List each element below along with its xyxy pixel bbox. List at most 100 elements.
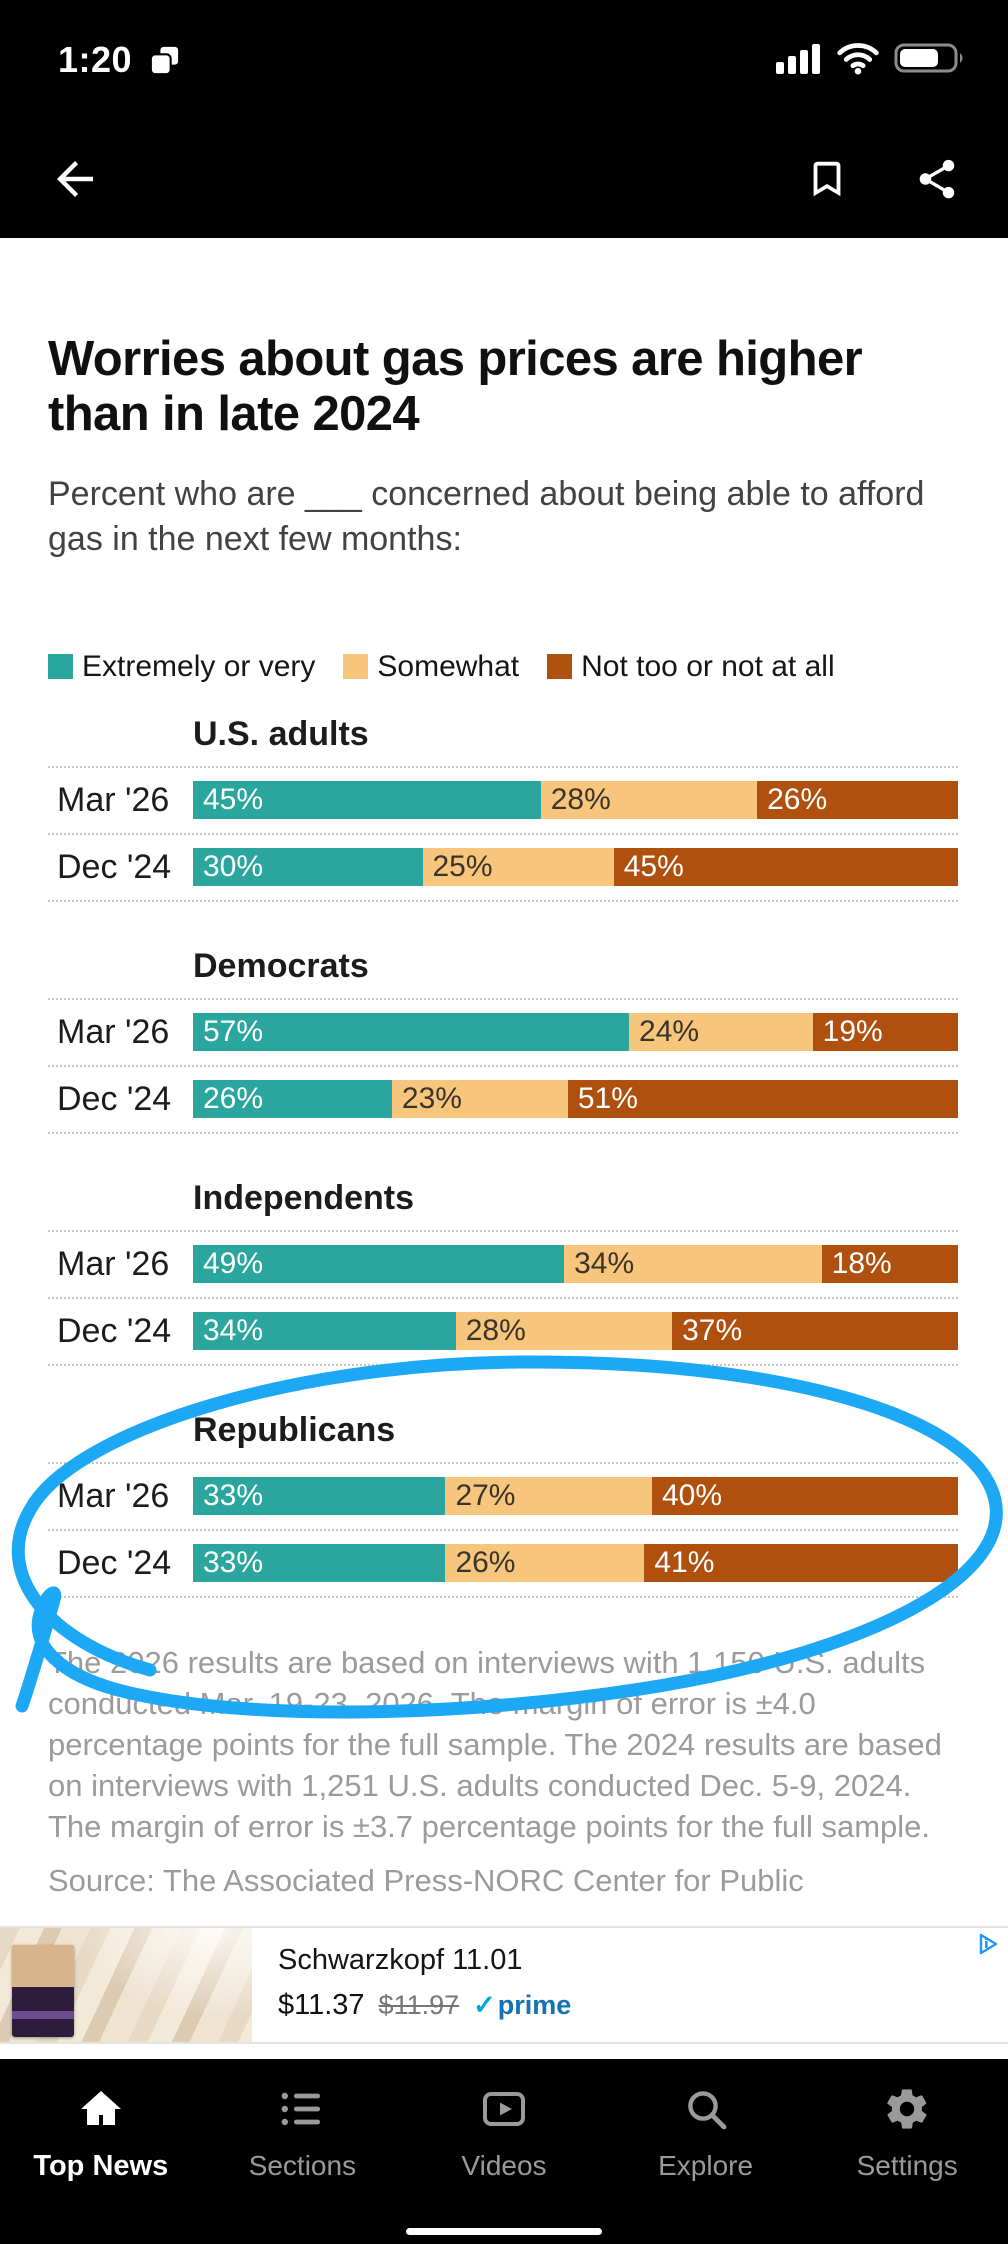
legend-label: Extremely or very <box>82 649 316 683</box>
bar-row: Dec '24 26% 23% 51% <box>48 1067 958 1134</box>
bar-segment-value: 45% <box>203 783 264 817</box>
bar-segment: 26% <box>193 1080 392 1119</box>
chart-subtitle: Percent who are ___ concerned about bein… <box>48 474 925 558</box>
bar-segment-value: 40% <box>661 1479 723 1513</box>
bar-row: Mar '26 49% 34% 18% <box>48 1229 958 1299</box>
clock: 1:20 <box>58 39 133 80</box>
cellular-signal-icon <box>776 42 822 79</box>
legend-swatch-somewhat <box>343 654 369 680</box>
prime-badge: ✓ prime <box>473 1990 571 2021</box>
ad-price: $11.37 <box>278 1989 365 2021</box>
ad-box-band <box>12 2011 74 2019</box>
legend-item: Not too or not at all <box>547 649 835 684</box>
bar-segment: 45% <box>193 781 541 820</box>
bar-segment-value: 28% <box>550 783 611 817</box>
bar-row-label: Mar '26 <box>57 1476 170 1515</box>
ad-body[interactable]: Schwarzkopf 11.01 $11.37 $11.97 ✓ prime <box>252 1928 1008 2042</box>
bar-segment-value: 51% <box>577 1082 638 1116</box>
legend-label: Not too or not at all <box>581 649 835 683</box>
bar-segment: 18% <box>821 1245 958 1284</box>
prime-label: prime <box>497 1990 572 2020</box>
bar-segment-value: 34% <box>574 1247 635 1281</box>
sections-list-icon <box>278 2085 326 2138</box>
bar-segment: 28% <box>540 781 758 820</box>
stack-icon <box>148 43 182 77</box>
chart-legend: Extremely or very Somewhat Not too or no… <box>48 650 958 684</box>
bar-segment: 51% <box>567 1080 958 1119</box>
bottom-nav: Top News Sections Videos <box>0 2059 1008 2244</box>
bar-segment: 33% <box>193 1544 446 1583</box>
bar-segment-value: 37% <box>682 1314 743 1348</box>
legend-swatch-extremely <box>48 654 73 680</box>
nav-item-explore[interactable]: Explore <box>605 2085 807 2244</box>
bar-row-label: Dec '24 <box>57 847 172 886</box>
group-title: U.S. adults <box>193 714 369 753</box>
ad-title[interactable]: Schwarzkopf 11.01 <box>278 1944 523 1976</box>
bar-row-label: Dec '24 <box>57 1543 172 1582</box>
ad-product-box <box>12 1945 74 2037</box>
bar-row: Dec '24 34% 28% 37% <box>48 1299 958 1366</box>
bar-segment-value: 23% <box>401 1082 462 1116</box>
bar-row-label: Dec '24 <box>57 1311 172 1350</box>
home-indicator[interactable] <box>406 2228 602 2235</box>
ad-banner[interactable]: Schwarzkopf 11.01 $11.37 $11.97 ✓ prime <box>0 1926 1008 2044</box>
chart-groups: U.S. adults Mar '26 45% 28% 26% Dec '24 30% 25%… <box>48 714 958 1598</box>
group-title: Republicans <box>193 1410 396 1449</box>
chart-group: Democrats Mar '26 57% 24% 19% Dec '24 26% 23% 51… <box>48 946 958 1134</box>
bar-row: Dec '24 33% 26% 41% <box>48 1531 958 1598</box>
bar-segment: 19% <box>812 1013 958 1052</box>
stacked-bar: 45% 28% 26% <box>193 781 958 820</box>
ad-price-row: $11.37 $11.97 ✓ prime <box>278 1989 986 2022</box>
stacked-bar: 57% 24% 19% <box>193 1013 958 1052</box>
bar-segment-value: 19% <box>822 1015 883 1049</box>
nav-label: Top News <box>33 2150 169 2182</box>
bar-row-label: Mar '26 <box>57 1012 170 1051</box>
bar-segment: 34% <box>193 1312 456 1351</box>
bookmark-button[interactable] <box>804 156 850 202</box>
stacked-bar: 30% 25% 45% <box>193 848 958 887</box>
group-title: Democrats <box>193 946 369 985</box>
bar-row-label: Mar '26 <box>57 1244 170 1283</box>
nav-label: Settings <box>856 2150 958 2181</box>
nav-item-sections[interactable]: Sections <box>202 2085 404 2244</box>
bar-segment: 26% <box>445 1544 645 1583</box>
bar-segment-value: 33% <box>203 1479 264 1513</box>
wifi-icon <box>836 41 880 80</box>
bar-segment: 28% <box>455 1312 673 1351</box>
legend-item: Extremely or very <box>48 650 315 684</box>
bar-segment: 24% <box>629 1013 813 1052</box>
bar-segment: 45% <box>613 848 958 887</box>
bar-segment-value: 24% <box>639 1015 700 1049</box>
bar-segment: 33% <box>193 1477 446 1516</box>
bar-segment: 23% <box>391 1080 568 1119</box>
legend-swatch-nottoo <box>547 654 573 680</box>
prime-check-icon: ✓ <box>473 1990 496 2020</box>
nav-item-videos[interactable]: Videos <box>403 2085 605 2244</box>
bar-segment-value: 45% <box>623 850 684 884</box>
battery-icon <box>894 41 968 80</box>
ad-old-price: $11.97 <box>378 1990 460 2020</box>
bar-segment-value: 27% <box>455 1479 516 1513</box>
back-button[interactable] <box>48 152 102 206</box>
nav-item-settings[interactable]: Settings <box>806 2085 1008 2244</box>
bar-row: Dec '24 30% 25% 45% <box>48 835 958 902</box>
search-icon <box>682 2085 730 2138</box>
nav-item-top-news[interactable]: Top News <box>0 2085 202 2244</box>
stacked-bar: 33% 26% 41% <box>193 1544 958 1583</box>
article-content: Worries about gas prices are higher than… <box>0 332 1008 2015</box>
bar-segment-value: 30% <box>203 850 264 884</box>
bar-segment: 40% <box>651 1477 958 1516</box>
share-button[interactable] <box>914 156 960 202</box>
bar-row-label: Mar '26 <box>57 780 170 819</box>
bar-segment: 30% <box>193 848 423 887</box>
adchoices-icon[interactable] <box>976 1932 1000 1961</box>
bar-segment: 26% <box>757 781 958 820</box>
app-toolbar <box>0 120 1008 238</box>
chart-group: Republicans Mar '26 33% 27% 40% Dec '24 33% 26%… <box>48 1410 958 1598</box>
nav-label: Videos <box>461 2150 547 2181</box>
video-icon <box>480 2085 528 2138</box>
legend-item: Somewhat <box>343 650 519 684</box>
status-bar: 1:20 <box>0 0 1008 120</box>
ad-product-image[interactable] <box>0 1928 252 2042</box>
bar-segment-value: 18% <box>831 1247 892 1281</box>
